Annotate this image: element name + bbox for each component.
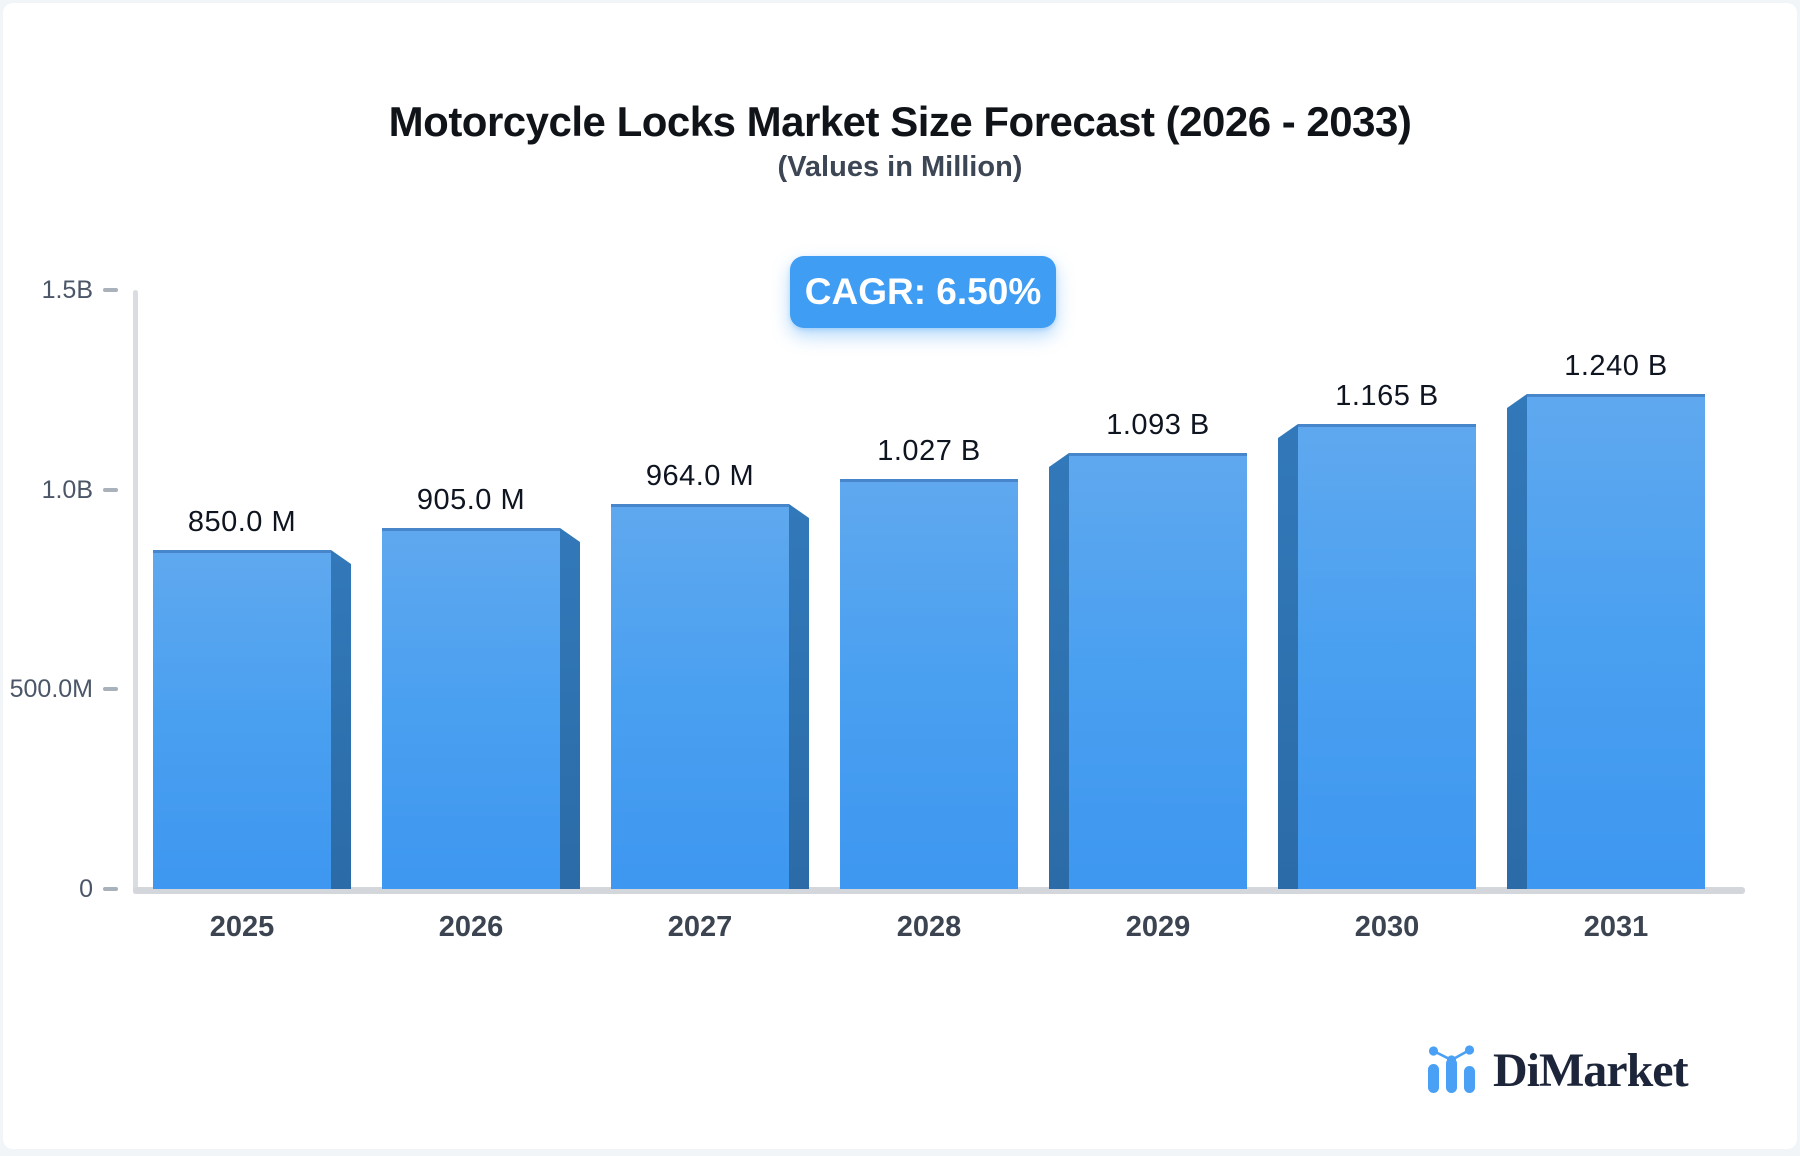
bar-side-face — [1507, 394, 1527, 889]
x-axis-label: 2026 — [438, 911, 504, 943]
y-tick-mark — [103, 687, 118, 691]
x-axis-baseline — [133, 887, 1745, 894]
bar-2030 — [1298, 424, 1476, 889]
bar-value-label: 905.0 M — [416, 484, 526, 516]
bar-line-chart-icon — [1428, 1045, 1475, 1093]
bar-value-label: 1.165 B — [1335, 380, 1439, 412]
y-tick-label: 1.0B — [41, 476, 93, 504]
y-tick-label: 500.0M — [9, 675, 93, 703]
bar-2029 — [1069, 453, 1247, 889]
y-tick-label: 0 — [79, 875, 93, 903]
bar-2026 — [382, 528, 560, 889]
plot-area: 850.0 M 2025 905.0 M 2026 964.0 M 2027 1.027 B… — [3, 3, 1797, 1149]
cagr-badge: CAGR: 6.50% — [790, 256, 1056, 328]
chart-card: Motorcycle Locks Market Size Forecast (2… — [3, 3, 1797, 1149]
bar-value-label: 1.027 B — [877, 435, 981, 467]
bar-2028 — [840, 479, 1018, 889]
bar-side-face — [789, 504, 809, 889]
bar-value-label: 850.0 M — [187, 506, 297, 538]
bar-2025 — [153, 550, 331, 889]
x-axis-label: 2028 — [896, 911, 962, 943]
chart-title: Motorcycle Locks Market Size Forecast (2… — [388, 98, 1412, 145]
x-axis-label: 2031 — [1583, 911, 1649, 943]
bar-side-face — [1278, 424, 1298, 889]
x-axis-label: 2030 — [1354, 911, 1420, 943]
bar-side-face — [1049, 453, 1069, 889]
bar-2027 — [611, 504, 789, 889]
bar-value-label: 1.093 B — [1106, 409, 1210, 441]
y-tick-mark — [103, 887, 118, 891]
chart-subtitle: (Values in Million) — [777, 151, 1023, 183]
bar-side-face — [331, 550, 351, 889]
y-axis-line — [133, 290, 138, 894]
y-tick-label: 1.5B — [41, 276, 93, 304]
bar-2031 — [1527, 394, 1705, 889]
brand-logo: DiMarket — [1425, 1039, 1689, 1101]
bar-value-label: 964.0 M — [645, 460, 755, 492]
bar-value-label: 1.240 B — [1564, 350, 1668, 382]
x-axis-label: 2025 — [209, 911, 275, 943]
cagr-badge-label: CAGR: 6.50% — [804, 271, 1042, 312]
x-axis-label: 2027 — [667, 911, 733, 943]
y-tick-mark — [103, 288, 118, 292]
y-tick-mark — [103, 488, 118, 492]
bar-side-face — [560, 528, 580, 889]
x-axis-label: 2029 — [1125, 911, 1191, 943]
brand-name: DiMarket — [1493, 1043, 1689, 1097]
